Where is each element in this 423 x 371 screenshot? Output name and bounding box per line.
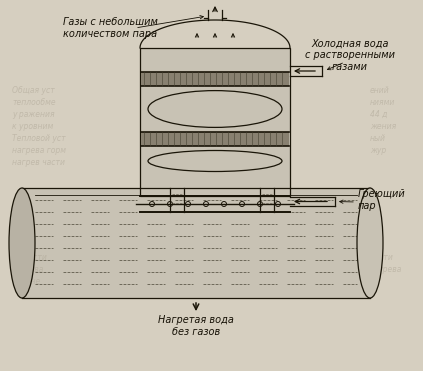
Text: к уровним: к уровним xyxy=(12,121,53,131)
Text: Общая уст: Общая уст xyxy=(12,85,55,95)
Text: нагрев части: нагрев части xyxy=(12,158,65,167)
Text: жур: жур xyxy=(370,145,386,154)
Text: жения: жения xyxy=(370,121,396,131)
Bar xyxy=(22,188,370,298)
Text: Холодная вода
с растворенными
газами: Холодная вода с растворенными газами xyxy=(305,39,395,72)
Text: нагрева горм: нагрева горм xyxy=(12,145,66,154)
Ellipse shape xyxy=(357,188,383,298)
Bar xyxy=(141,72,289,86)
Text: 44 д: 44 д xyxy=(370,109,387,118)
Text: на части: на части xyxy=(12,253,47,263)
Bar xyxy=(141,132,289,146)
Text: нагрева: нагрева xyxy=(12,266,44,275)
Text: ений: ений xyxy=(370,85,390,95)
Text: Греющий
пар: Греющий пар xyxy=(358,189,406,211)
Text: уровне: уровне xyxy=(12,278,40,286)
Bar xyxy=(140,48,290,196)
Text: ниями: ниями xyxy=(370,98,396,106)
Text: части: части xyxy=(370,253,393,263)
Text: ный: ный xyxy=(370,134,386,142)
Ellipse shape xyxy=(9,188,35,298)
Text: нагрева: нагрева xyxy=(370,266,402,275)
Text: у ражения: у ражения xyxy=(12,109,55,118)
Text: Газы с небольшим
количеством пара: Газы с небольшим количеством пара xyxy=(63,17,157,39)
Text: Тепловой уст: Тепловой уст xyxy=(12,134,66,142)
Text: Нагретая вода
без газов: Нагретая вода без газов xyxy=(158,315,234,337)
Text: теплообме: теплообме xyxy=(12,98,56,106)
